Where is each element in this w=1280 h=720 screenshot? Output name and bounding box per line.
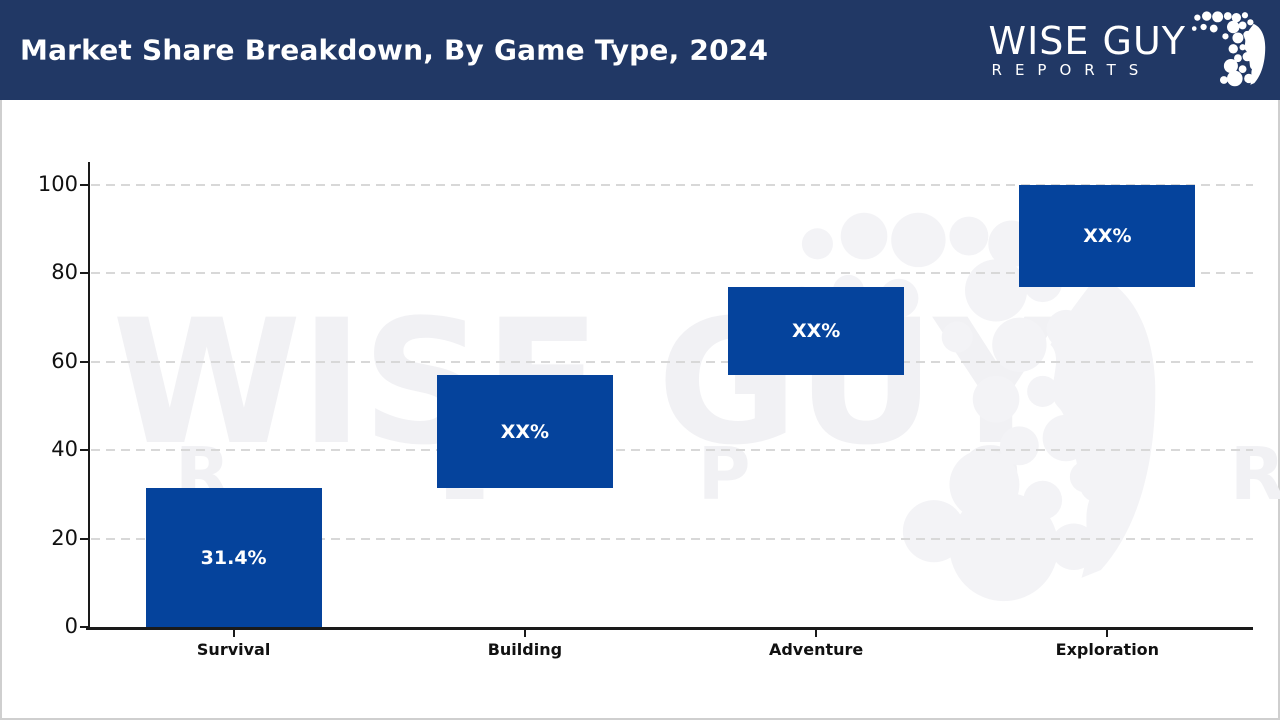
y-tick-100 bbox=[80, 184, 88, 186]
wise-guy-logo: WISE GUY REPORTS bbox=[989, 8, 1266, 92]
header-bar: Market Share Breakdown, By Game Type, 20… bbox=[0, 0, 1280, 100]
y-tick-label-100: 100 bbox=[37, 172, 78, 196]
y-tick-label-0: 0 bbox=[64, 614, 78, 638]
gridline-y-60 bbox=[91, 360, 1253, 363]
x-tick-building bbox=[523, 630, 526, 637]
x-axis-spine bbox=[86, 627, 1253, 630]
x-tick-label-exploration: Exploration bbox=[1055, 640, 1160, 659]
bar-exploration: XX% bbox=[1019, 185, 1196, 287]
x-tick-label-building: Building bbox=[487, 640, 563, 659]
logo-text: WISE GUY REPORTS bbox=[989, 22, 1186, 78]
y-tick-20 bbox=[80, 537, 88, 540]
y-tick-80 bbox=[80, 272, 88, 275]
x-tick-label-adventure: Adventure bbox=[768, 640, 864, 659]
x-tick-label-survival: Survival bbox=[196, 640, 271, 659]
bar-value-label: XX% bbox=[500, 420, 550, 443]
x-tick-exploration bbox=[1106, 630, 1109, 637]
bar-survival: 31.4% bbox=[145, 488, 322, 627]
y-tick-label-20: 20 bbox=[51, 525, 78, 550]
bar-building: XX% bbox=[436, 375, 613, 489]
gridline-y-80 bbox=[91, 272, 1253, 275]
gridline-y-20 bbox=[91, 537, 1253, 540]
y-tick-0 bbox=[80, 626, 88, 628]
chart-title: Market Share Breakdown, By Game Type, 20… bbox=[20, 33, 769, 67]
bar-value-label: 31.4% bbox=[200, 546, 267, 569]
logo-subtitle: REPORTS bbox=[991, 61, 1152, 79]
y-tick-60 bbox=[80, 360, 88, 363]
gridline-y-100 bbox=[91, 184, 1253, 186]
y-tick-label-40: 40 bbox=[51, 437, 78, 462]
y-axis-spine bbox=[88, 162, 90, 630]
bar-value-label: XX% bbox=[1083, 224, 1132, 247]
x-tick-survival bbox=[232, 630, 235, 637]
logo-head-icon bbox=[1191, 11, 1266, 87]
x-tick-adventure bbox=[815, 630, 818, 637]
bar-value-label: XX% bbox=[791, 319, 841, 342]
y-tick-label-60: 60 bbox=[51, 348, 78, 373]
bar-adventure: XX% bbox=[728, 286, 905, 376]
y-tick-label-80: 80 bbox=[51, 260, 78, 285]
logo-wordmark: WISE GUY bbox=[988, 19, 1186, 63]
y-tick-40 bbox=[80, 449, 88, 452]
gridline-y-40 bbox=[91, 449, 1253, 452]
